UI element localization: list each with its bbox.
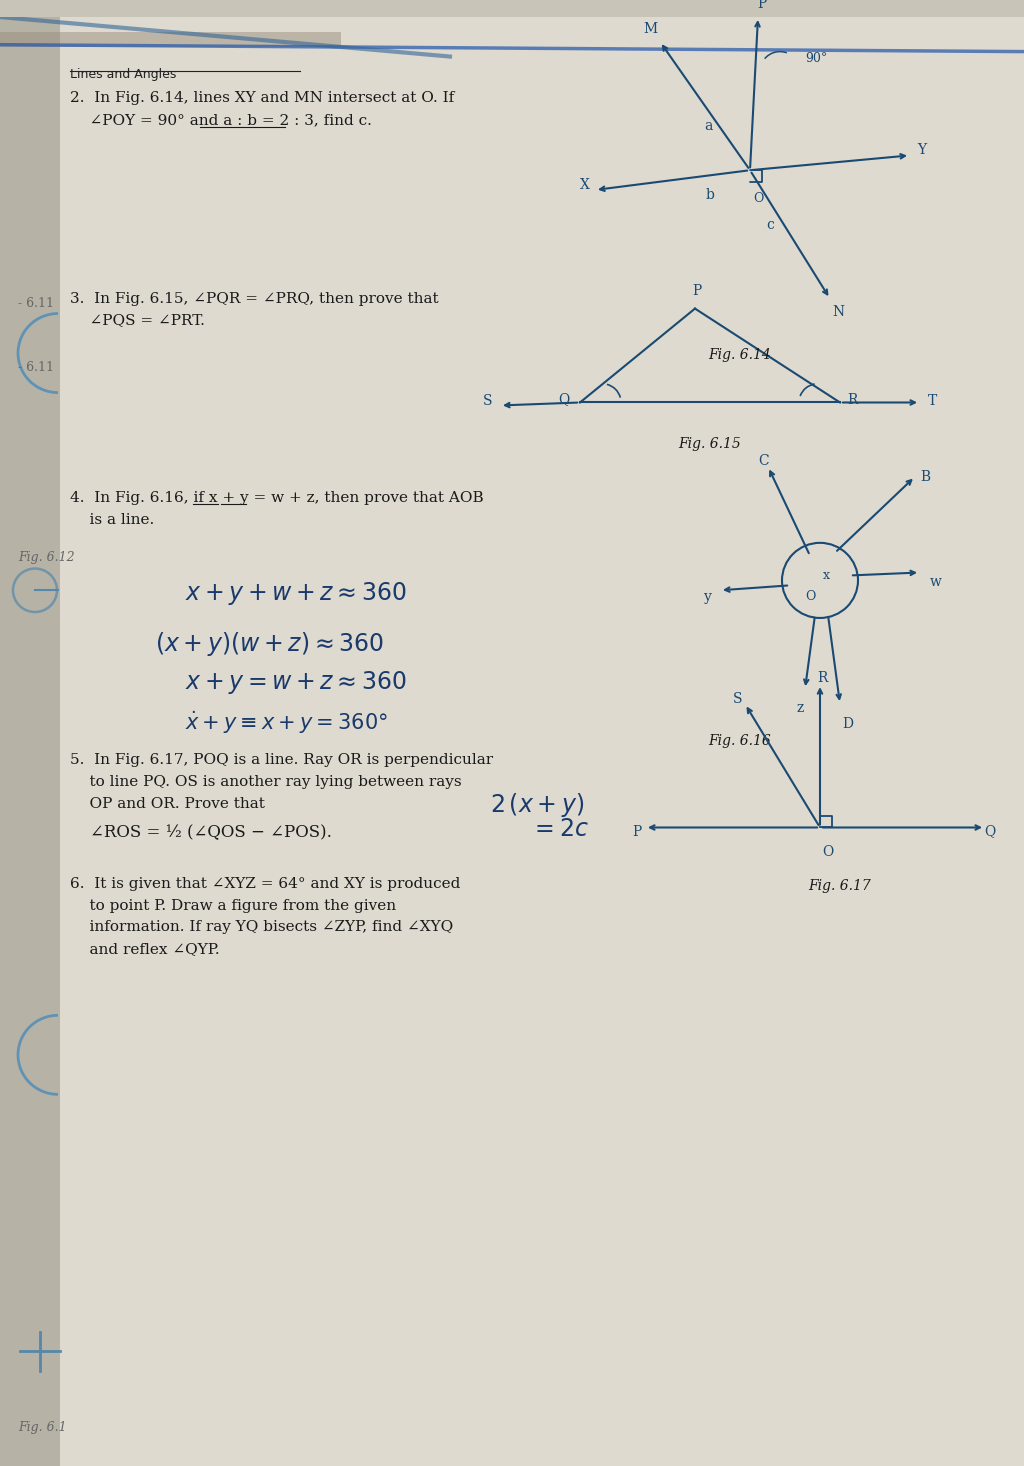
Text: S: S [733, 692, 742, 707]
Text: is a line.: is a line. [70, 513, 155, 528]
Text: b: b [706, 188, 715, 202]
Text: c: c [766, 217, 774, 232]
Text: Fig. 6.15: Fig. 6.15 [679, 437, 741, 452]
Text: Fig. 6.14: Fig. 6.14 [709, 347, 771, 362]
Text: y: y [705, 591, 712, 604]
Text: C: C [759, 454, 769, 468]
Text: $x+y=w+z\approx 360$: $x+y=w+z\approx 360$ [185, 670, 407, 696]
Text: $2\,(x+y)$: $2\,(x+y)$ [490, 792, 584, 819]
Text: a: a [703, 119, 712, 133]
Text: $\dot{x}+y\equiv x+y=360°$: $\dot{x}+y\equiv x+y=360°$ [185, 710, 388, 736]
Text: B: B [920, 469, 930, 484]
Text: P: P [758, 0, 767, 12]
Text: w: w [930, 576, 942, 589]
Text: R: R [817, 671, 827, 685]
Text: O: O [805, 591, 815, 604]
Text: and reflex ∠QYP.: and reflex ∠QYP. [70, 943, 219, 956]
Text: Fig. 6.17: Fig. 6.17 [809, 880, 871, 893]
Text: T: T [929, 393, 938, 408]
Text: 2.  In Fig. 6.14, lines XY and MN intersect at O. If: 2. In Fig. 6.14, lines XY and MN interse… [70, 91, 455, 106]
Text: ∠ROS = ½ (∠QOS − ∠POS).: ∠ROS = ½ (∠QOS − ∠POS). [90, 824, 332, 841]
Text: R: R [847, 393, 857, 406]
Text: $x+y+w+z\approx 360$: $x+y+w+z\approx 360$ [185, 581, 407, 607]
Text: Y: Y [918, 144, 927, 157]
Text: OP and OR. Prove that: OP and OR. Prove that [70, 798, 265, 811]
Text: ∠POY = 90° and a : b = 2 : 3, find c.: ∠POY = 90° and a : b = 2 : 3, find c. [70, 113, 372, 128]
Text: 3.  In Fig. 6.15, ∠PQR = ∠PRQ, then prove that: 3. In Fig. 6.15, ∠PQR = ∠PRQ, then prove… [70, 292, 438, 306]
Text: N: N [831, 305, 844, 318]
Text: z: z [797, 701, 804, 715]
Text: $=2c$: $=2c$ [530, 818, 589, 840]
Text: to line PQ. OS is another ray lying between rays: to line PQ. OS is another ray lying betw… [70, 776, 462, 789]
Text: P: P [692, 284, 701, 298]
Text: S: S [483, 393, 493, 408]
Text: Fig. 6.12: Fig. 6.12 [18, 551, 75, 564]
Text: $(x+y)(w+z)\approx 360$: $(x+y)(w+z)\approx 360$ [155, 630, 384, 658]
Text: X: X [580, 177, 590, 192]
Text: Fig. 6.1: Fig. 6.1 [18, 1421, 67, 1434]
Text: information. If ray YQ bisects ∠ZYP, find ∠XYQ: information. If ray YQ bisects ∠ZYP, fin… [70, 921, 454, 934]
Text: O: O [753, 192, 763, 205]
Text: M: M [643, 22, 657, 35]
Text: - 6.11: - 6.11 [18, 361, 54, 374]
Bar [0, 32, 341, 47]
Text: x: x [822, 569, 829, 582]
Text: Q: Q [558, 393, 569, 406]
Bar [0, 18, 60, 1466]
Text: - 6.11: - 6.11 [18, 296, 54, 309]
Text: Fig. 6.16: Fig. 6.16 [709, 733, 771, 748]
Text: Q: Q [984, 824, 995, 839]
Text: P: P [633, 824, 642, 839]
Text: Lines and Angles: Lines and Angles [70, 69, 176, 82]
Text: to point P. Draw a figure from the given: to point P. Draw a figure from the given [70, 899, 396, 913]
Text: D: D [842, 717, 853, 730]
Text: ∠PQS = ∠PRT.: ∠PQS = ∠PRT. [70, 314, 205, 327]
Text: 5.  In Fig. 6.17, POQ is a line. Ray OR is perpendicular: 5. In Fig. 6.17, POQ is a line. Ray OR i… [70, 754, 494, 767]
Text: O: O [822, 846, 834, 859]
Text: 90°: 90° [805, 51, 827, 65]
Text: 6.  It is given that ∠XYZ = 64° and XY is produced: 6. It is given that ∠XYZ = 64° and XY is… [70, 877, 461, 891]
Text: 4.  In Fig. 6.16, if x + y = w + z, then prove that AOB: 4. In Fig. 6.16, if x + y = w + z, then … [70, 491, 483, 506]
